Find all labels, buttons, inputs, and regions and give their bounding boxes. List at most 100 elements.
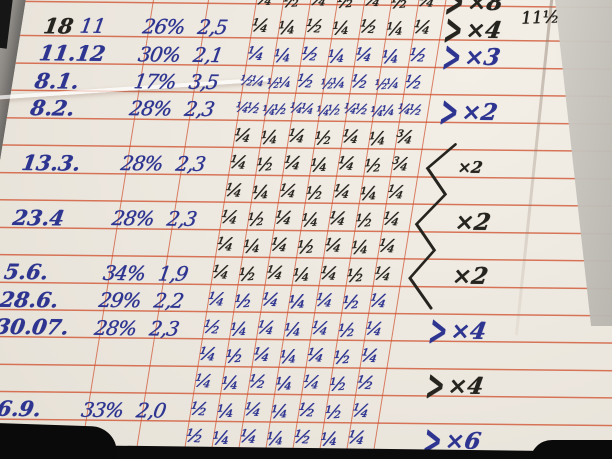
fraction-cell: ½: [200, 316, 222, 339]
fraction-cell: ¼: [349, 399, 371, 422]
fraction-cell: ½: [246, 208, 265, 232]
fraction-cell: ½: [389, 0, 408, 14]
percent-cell: [86, 382, 141, 383]
date-cell: 28.6.: [0, 286, 107, 313]
fraction-cell: ½¼: [373, 76, 398, 94]
date-cell: [0, 244, 114, 245]
fraction-cell: ¼: [227, 152, 248, 174]
fraction-cell: ¼: [214, 234, 235, 257]
fraction-cell: ¼: [268, 234, 289, 257]
fraction-cell: ¼: [205, 288, 227, 311]
fraction-cell: ¼: [362, 317, 384, 340]
annotation-label: ×4: [448, 317, 489, 345]
annotation-bracket: >: [424, 305, 452, 357]
fraction-cell: ½: [183, 425, 205, 448]
date-cell: 5.6.: [0, 259, 111, 285]
percent-cell: 30%: [136, 41, 182, 67]
fraction-cell: ¼: [220, 373, 239, 396]
fraction-cell: ¼: [345, 427, 367, 450]
fraction-cell: ½: [341, 292, 360, 315]
fraction-cell: ¼: [249, 0, 280, 10]
fraction-cell: ½: [345, 264, 364, 287]
percent-cell: 28%: [92, 315, 138, 340]
annotation: > ×3: [439, 32, 502, 82]
fraction-cell: ½: [354, 210, 373, 233]
fraction-cell: ½: [233, 290, 252, 314]
photo-corner-bottom-right: [530, 440, 612, 459]
date-cell: 13.3.: [0, 150, 129, 176]
annotation-label: ×2: [452, 208, 493, 236]
fraction-cell: ¾: [389, 153, 410, 176]
fraction-cell: ½: [348, 71, 370, 94]
percent-cell: 17%: [132, 69, 178, 94]
fraction-cell: ¼: [287, 291, 306, 314]
fraction-cell: ¼: [322, 235, 343, 258]
fraction-cell: ¼½: [261, 102, 285, 120]
value-cell: 2,3: [173, 151, 207, 177]
value-cell: 2,3: [165, 206, 198, 231]
fraction-cell: ¼: [242, 236, 261, 259]
fraction-cell: ½: [402, 71, 424, 94]
fraction-cell: ¼: [358, 345, 380, 368]
annotation-label: ×2: [450, 262, 490, 291]
fraction-cell: ¼: [222, 179, 244, 202]
date-cell: 23.4: [0, 204, 120, 230]
fraction-cell: ¼: [278, 346, 297, 369]
fraction-cell: ¼: [309, 154, 328, 177]
fraction-cell: ½: [296, 236, 315, 259]
fraction-cell: ¼: [254, 316, 276, 339]
annotation: ×2: [450, 208, 493, 235]
annotation-label: ×2: [459, 98, 500, 126]
fraction-cell: ½: [354, 372, 375, 395]
annotation-label: ×2: [456, 157, 484, 177]
fraction-cell: ¼: [384, 181, 406, 204]
fraction-cell: ¼½: [341, 101, 367, 119]
fraction-cell: ¼: [263, 261, 285, 284]
value-cell: 1,9: [156, 261, 190, 286]
fraction-cell: ¼: [249, 15, 270, 38]
fraction-cell: ¼¼: [287, 100, 313, 119]
fraction-cell: ¼: [192, 370, 213, 393]
fraction-cell: ¼: [317, 262, 339, 285]
value-cell: 2,0: [134, 398, 168, 423]
fraction-cell: ¼: [371, 263, 393, 286]
fraction-cell: ½: [357, 16, 378, 39]
date-cell: 8.1.: [11, 67, 142, 93]
annotation: > ×2: [436, 87, 500, 137]
fraction-cell: ¼: [277, 17, 296, 40]
photo-corner-bottom-left: [0, 422, 118, 459]
date-primary: 18: [41, 12, 75, 39]
date-cell: 11.12: [15, 40, 146, 66]
table-row: 8.1. 17% 3,5 ½¼ ½¼ ½ ½¼ ½ ½¼ ½: [11, 66, 428, 98]
fraction-cell: ½¼: [265, 74, 290, 93]
date-primary: 11.12: [37, 40, 108, 66]
fraction-cell: ¼½: [395, 101, 421, 120]
fraction-cell: ¼: [244, 42, 266, 65]
fraction-cell: ½: [187, 398, 209, 421]
value-cell: [180, 136, 228, 137]
fraction-cell: ½: [323, 401, 342, 424]
fraction-cell: ½: [295, 399, 317, 422]
fraction-cell: ¼: [276, 179, 298, 202]
percent-cell: 34%: [101, 260, 147, 286]
fraction-cell: ¼: [300, 209, 319, 232]
fraction-cell: ½: [335, 0, 354, 13]
corner-note: 11½: [520, 7, 560, 29]
fraction-cell: ½: [237, 263, 256, 286]
fraction-cell: ¼: [215, 400, 234, 423]
fraction-cell: ½: [328, 374, 347, 397]
percent-cell: 29%: [96, 288, 143, 313]
date-cell: [0, 381, 92, 382]
annotation: ×2: [447, 263, 490, 290]
fraction-cell: ¼: [269, 400, 288, 424]
fraction-cell: ¼: [357, 0, 388, 11]
fraction-cell: ¼: [367, 127, 386, 151]
date-cell: 8.2.: [7, 95, 138, 121]
fraction-cell: ¼: [250, 181, 269, 204]
value-cell: 3,5: [187, 69, 220, 95]
date-cell: 18 11: [20, 13, 151, 39]
